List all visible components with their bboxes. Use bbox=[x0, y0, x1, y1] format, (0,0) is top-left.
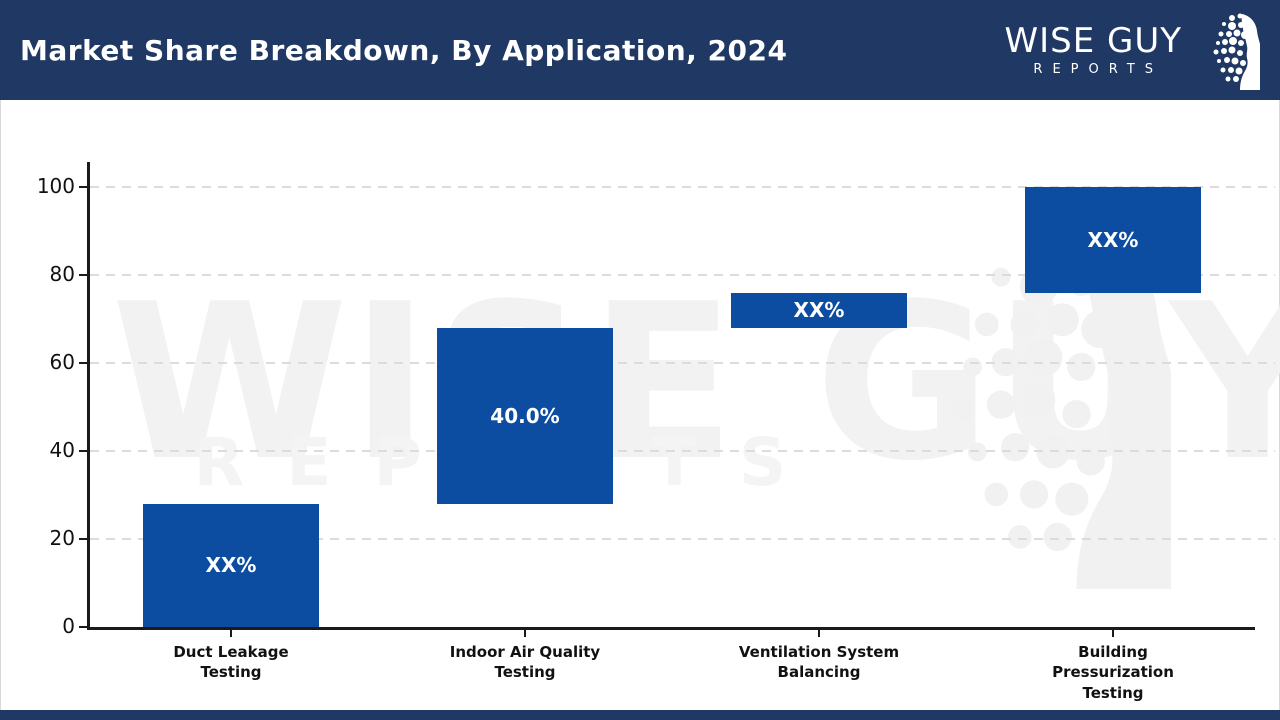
gridline bbox=[90, 362, 1275, 364]
y-axis-tick-label: 60 bbox=[49, 350, 75, 374]
page-title: Market Share Breakdown, By Application, … bbox=[20, 33, 788, 67]
bar: XX% bbox=[731, 292, 907, 328]
y-axis-tick-label: 100 bbox=[36, 174, 75, 198]
x-axis-category-label: Ventilation System Balancing bbox=[738, 643, 900, 682]
x-axis-tick bbox=[230, 630, 232, 637]
bar-value-label: XX% bbox=[793, 298, 845, 323]
gridline bbox=[90, 450, 1275, 452]
y-axis-tick bbox=[79, 538, 87, 540]
wise-guy-reports-logo: WISE GUY REPORTS bbox=[1004, 10, 1260, 90]
bar-value-label: XX% bbox=[205, 553, 257, 578]
bar: 40.0% bbox=[437, 327, 613, 504]
y-axis-tick bbox=[79, 450, 87, 452]
logo-wordmark: WISE GUY bbox=[1004, 21, 1182, 61]
x-axis-tick bbox=[818, 630, 820, 637]
x-axis-category-label: Indoor Air Quality Testing bbox=[449, 643, 601, 682]
logo-text: WISE GUY REPORTS bbox=[1004, 24, 1182, 76]
y-axis-tick-label: 80 bbox=[49, 262, 75, 286]
bar: XX% bbox=[1025, 187, 1201, 293]
x-axis-category-label: Duct Leakage Testing bbox=[173, 643, 289, 682]
logo-subtitle: REPORTS bbox=[1033, 62, 1164, 77]
y-axis-tick bbox=[79, 186, 87, 188]
gridline bbox=[90, 186, 1275, 188]
gridline bbox=[90, 274, 1275, 276]
bar-value-label: 40.0% bbox=[490, 403, 560, 428]
x-axis-line bbox=[87, 627, 1255, 630]
wiseguy-head-icon bbox=[1213, 13, 1260, 90]
x-axis-category-label: Building Pressurization Testing bbox=[1052, 643, 1174, 702]
x-axis-tick bbox=[524, 630, 526, 637]
header: Market Share Breakdown, By Application, … bbox=[0, 0, 1280, 100]
gridline bbox=[90, 538, 1275, 540]
y-axis-tick-label: 20 bbox=[49, 526, 75, 550]
bar-value-label: XX% bbox=[1087, 227, 1139, 252]
footer-bar bbox=[0, 710, 1280, 720]
y-axis-tick bbox=[79, 626, 87, 628]
bar: XX% bbox=[143, 503, 319, 627]
x-axis-tick bbox=[1112, 630, 1114, 637]
y-axis-tick-label: 40 bbox=[49, 438, 75, 462]
y-axis-line bbox=[87, 162, 90, 630]
y-axis-tick bbox=[79, 274, 87, 276]
y-axis-tick-label: 0 bbox=[62, 614, 75, 638]
y-axis-tick bbox=[79, 362, 87, 364]
